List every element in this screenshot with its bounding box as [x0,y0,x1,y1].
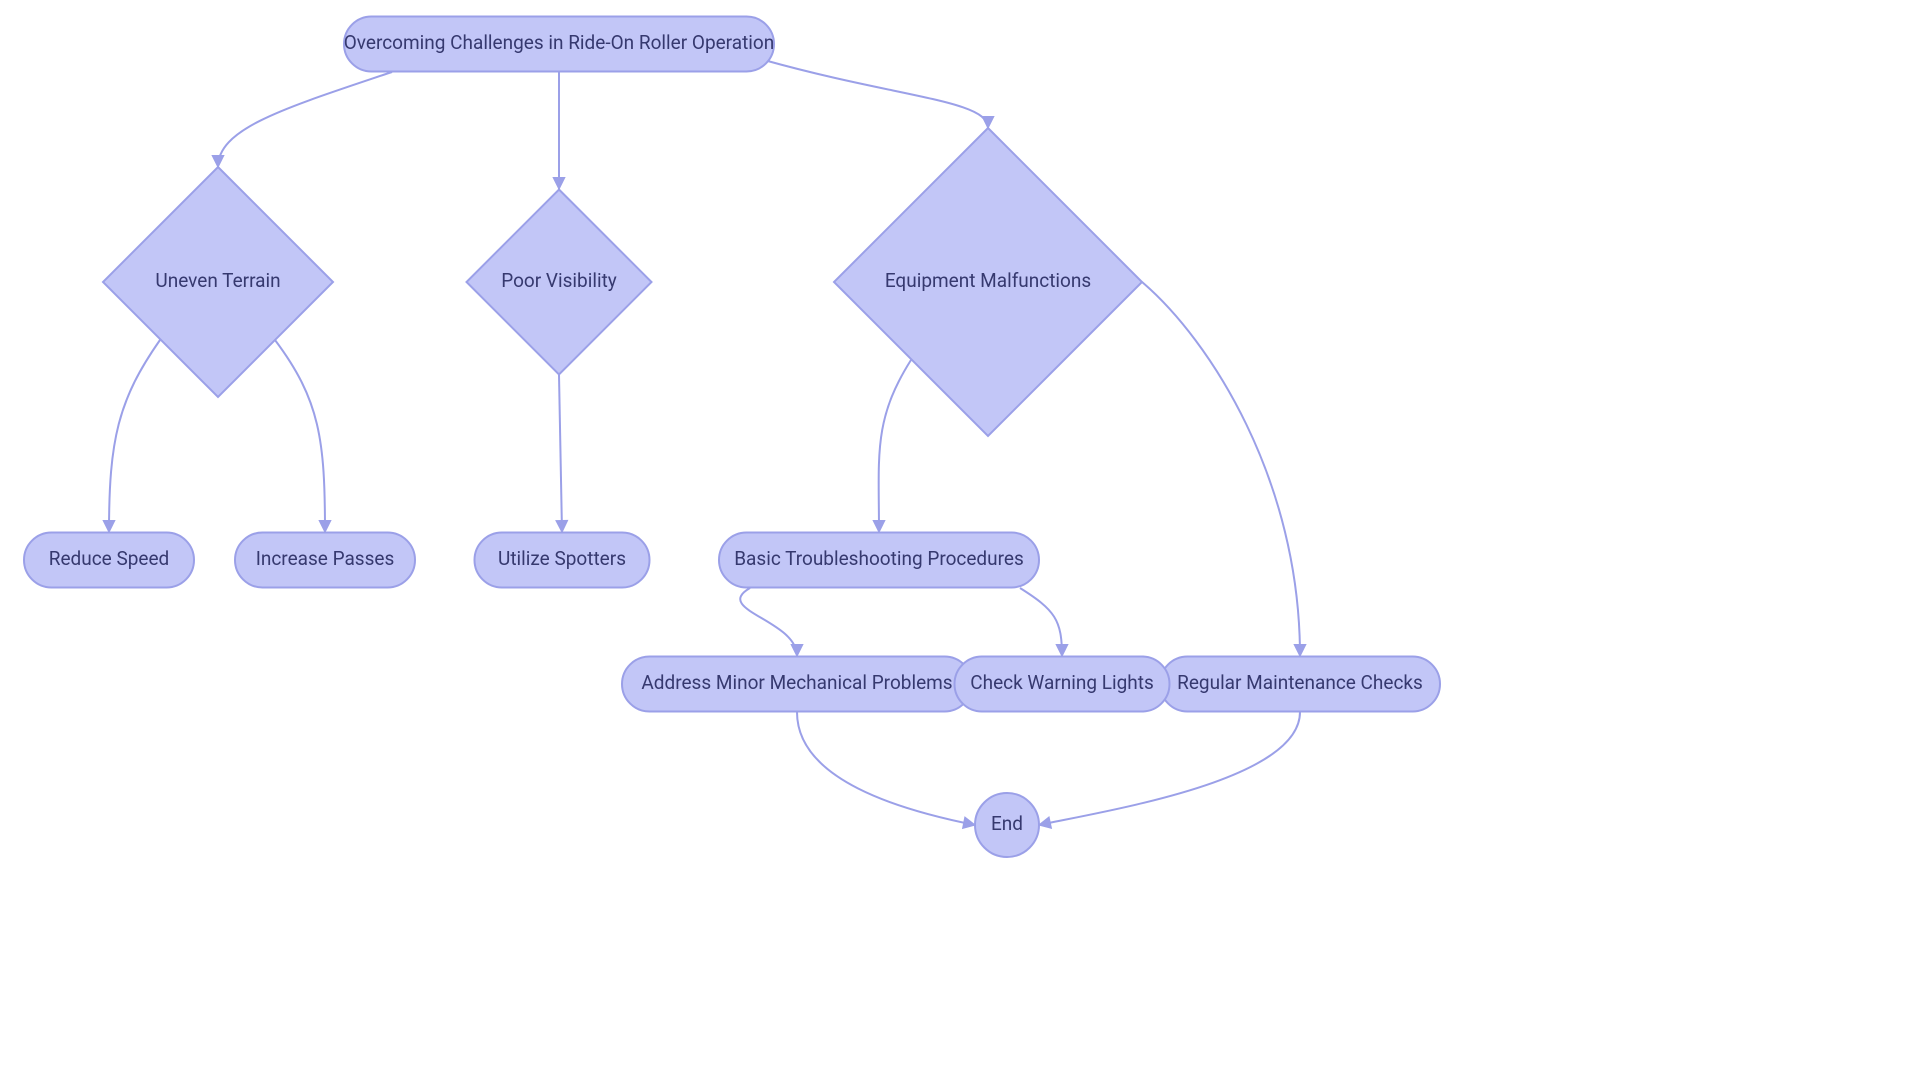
node-label-warning: Check Warning Lights [970,671,1154,694]
edge-malfunc-maint [1142,282,1300,656]
node-label-root: Overcoming Challenges in Ride-On Roller … [344,31,775,54]
edge-maint-end [1039,712,1300,825]
edge-address-end [797,712,975,825]
node-root: Overcoming Challenges in Ride-On Roller … [344,17,775,72]
node-spotters: Utilize Spotters [475,533,650,588]
node-label-end: End [991,812,1023,835]
node-label-reduce: Reduce Speed [49,547,170,570]
edge-root-uneven [218,72,392,167]
edge-malfunc-trouble [879,360,911,532]
node-label-passes: Increase Passes [256,547,395,570]
edge-root-malfunc [764,60,988,128]
edge-uneven-reduce [109,340,160,532]
node-malfunc: Equipment Malfunctions [834,128,1142,436]
node-passes: Increase Passes [235,533,415,588]
node-label-uneven: Uneven Terrain [155,269,280,292]
node-end: End [975,793,1039,857]
node-visibility: Poor Visibility [467,190,652,375]
node-uneven: Uneven Terrain [103,167,333,397]
edge-uneven-passes [275,340,325,532]
node-label-address: Address Minor Mechanical Problems [641,671,952,694]
node-maint: Regular Maintenance Checks [1160,657,1440,712]
edge-visibility-spotters [559,375,562,532]
flowchart-diagram: Overcoming Challenges in Ride-On Roller … [0,0,1920,1083]
node-address: Address Minor Mechanical Problems [622,657,972,712]
node-trouble: Basic Troubleshooting Procedures [719,533,1039,588]
edge-trouble-warning [1020,588,1062,656]
node-label-malfunc: Equipment Malfunctions [885,269,1091,292]
node-warning: Check Warning Lights [955,657,1170,712]
node-label-maint: Regular Maintenance Checks [1177,671,1423,694]
node-label-spotters: Utilize Spotters [498,547,626,570]
node-label-visibility: Poor Visibility [501,269,617,292]
node-label-trouble: Basic Troubleshooting Procedures [734,547,1024,570]
node-reduce: Reduce Speed [24,533,194,588]
edge-trouble-address [740,588,797,656]
